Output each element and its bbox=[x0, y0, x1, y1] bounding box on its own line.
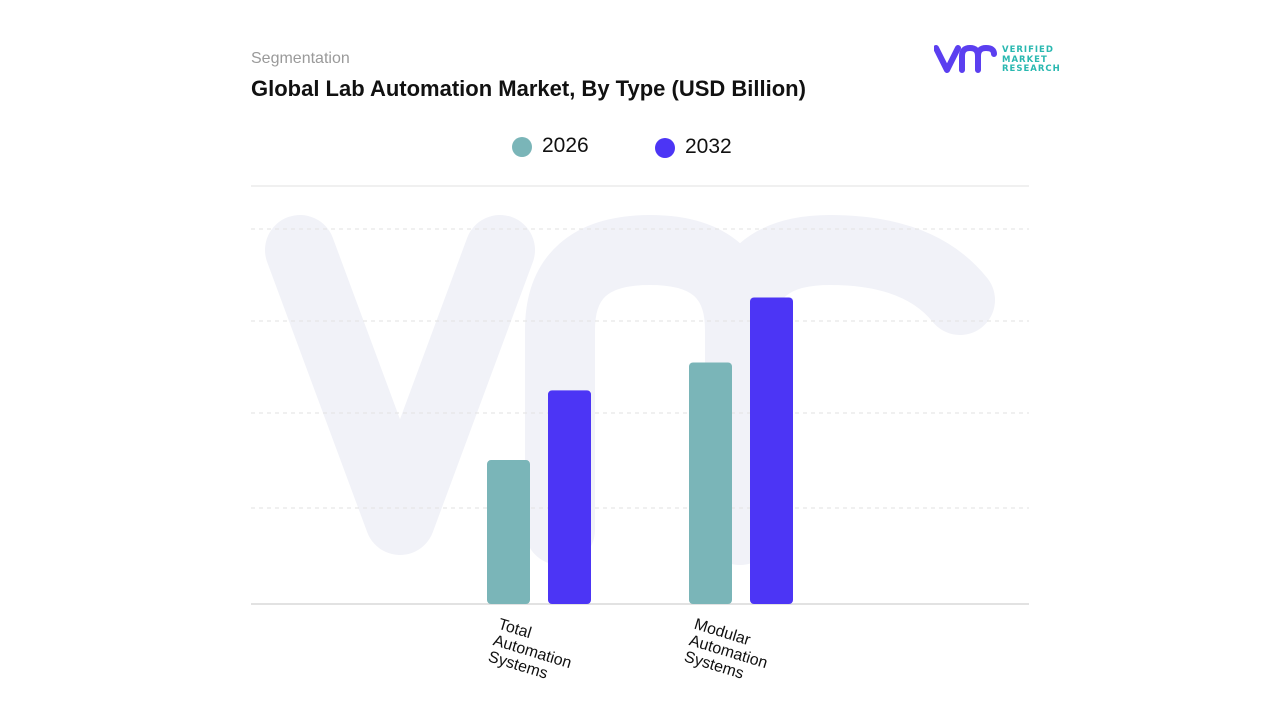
bar-2026-modular-automation-systems[interactable] bbox=[689, 362, 732, 604]
vmr-logo-icon bbox=[933, 44, 997, 73]
gridlines bbox=[251, 185, 1029, 605]
legend-label-2032: 2032 bbox=[685, 135, 732, 158]
bar-2026-total-automation-systems[interactable] bbox=[487, 460, 530, 604]
logo-line-2: MARKET bbox=[1002, 54, 1048, 65]
segmentation-label: Segmentation bbox=[251, 50, 350, 67]
logo-wordmark: VERIFIED MARKET RESEARCH bbox=[1002, 45, 1061, 75]
legend-label-2026: 2026 bbox=[542, 134, 589, 157]
bar-2032-total-automation-systems[interactable] bbox=[548, 390, 591, 604]
legend-swatch-2032 bbox=[655, 138, 675, 158]
logo-line-3: RESEARCH bbox=[1002, 64, 1061, 74]
vmr-watermark bbox=[265, 215, 995, 565]
vmr-logo: VERIFIED MARKET RESEARCH bbox=[933, 44, 1064, 78]
bars bbox=[487, 297, 793, 604]
legend-swatch-2026 bbox=[512, 137, 532, 157]
chart-title: Global Lab Automation Market, By Type (U… bbox=[251, 76, 806, 101]
bar-2032-modular-automation-systems[interactable] bbox=[750, 297, 793, 604]
logo-line-1: VERIFIED bbox=[1002, 45, 1054, 55]
watermark-shape bbox=[265, 215, 995, 565]
